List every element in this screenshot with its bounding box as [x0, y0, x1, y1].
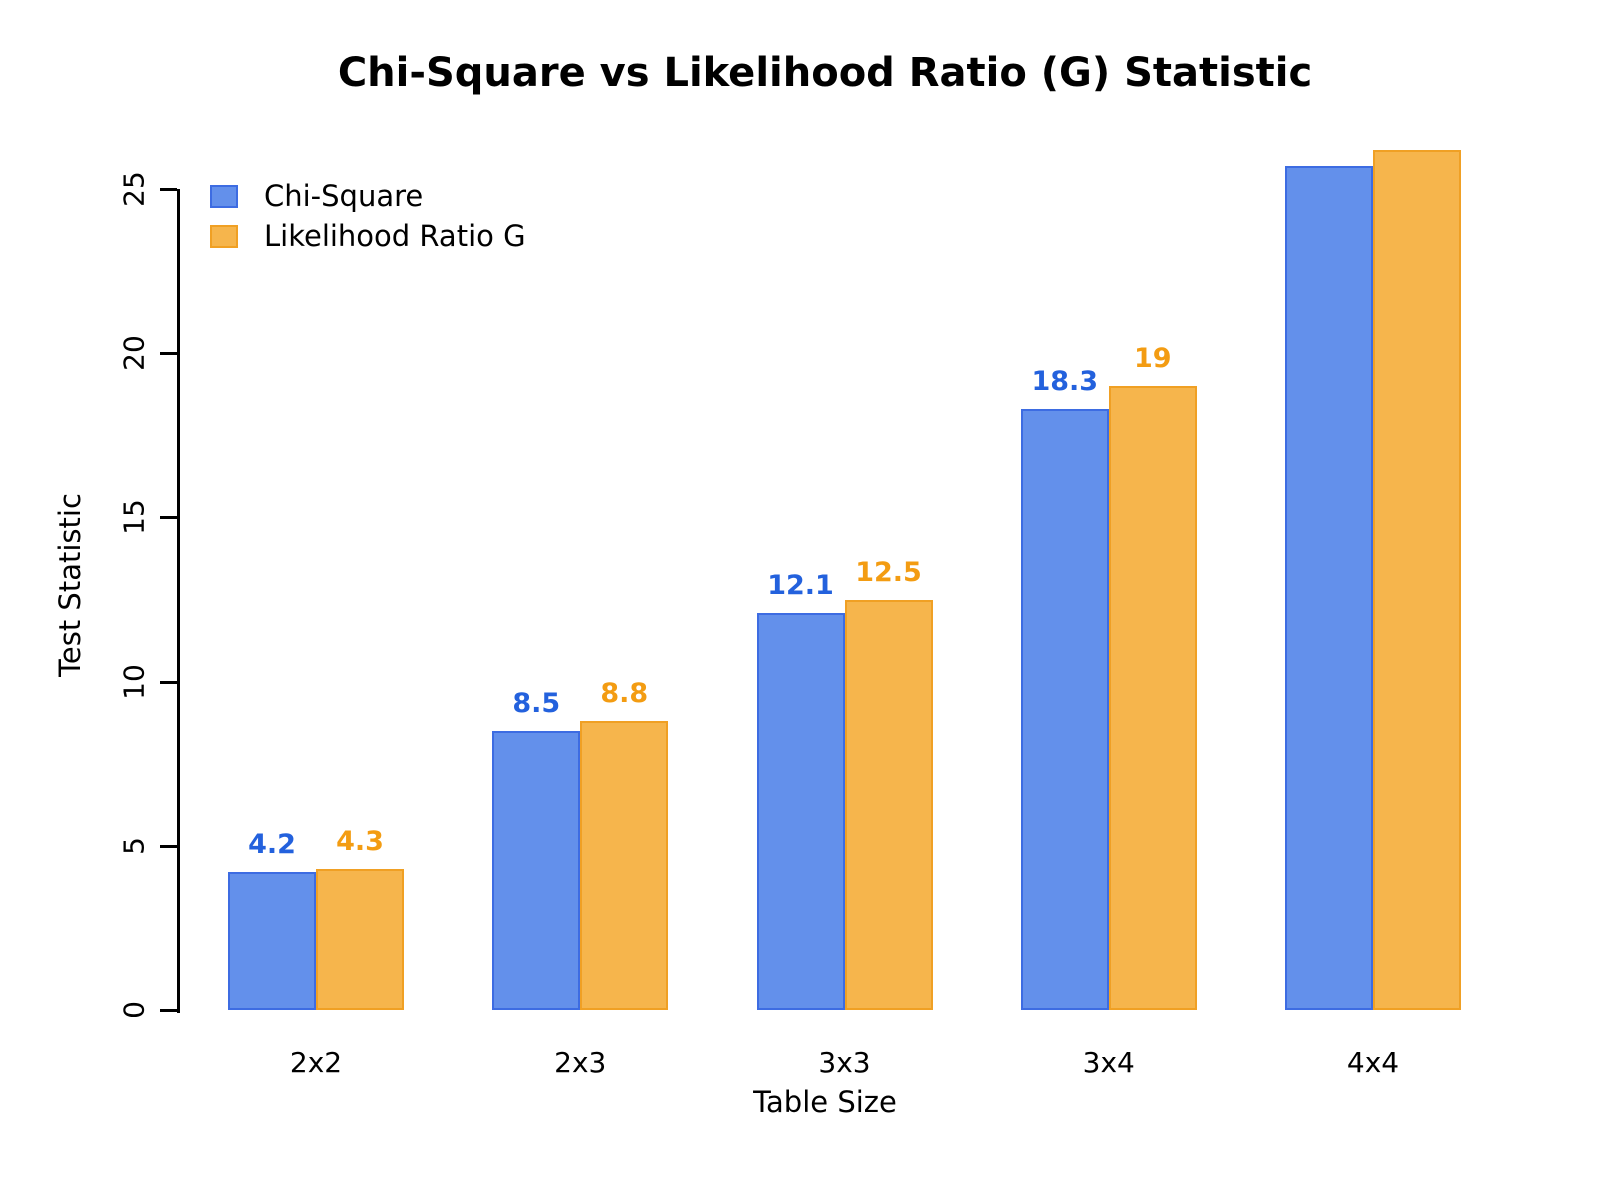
x-label-3x4: 3x4 — [1082, 1046, 1135, 1079]
legend-item-chi-square: Chi-Square — [210, 176, 526, 216]
y-tick-label-5: 5 — [117, 836, 151, 855]
y-tick-15 — [160, 516, 177, 520]
bar-chi-square-3x3 — [756, 612, 845, 1010]
legend-label-chi-square: Chi-Square — [264, 179, 424, 213]
legend-swatch-likelihood-ratio-g — [210, 224, 238, 248]
value-label-likelihood-ratio-g-3x4: 19 — [1133, 343, 1172, 375]
value-label-likelihood-ratio-g-2x3: 8.8 — [600, 678, 649, 709]
x-label-3x3: 3x3 — [818, 1046, 871, 1079]
value-label-likelihood-ratio-g-3x3: 12.5 — [855, 556, 922, 588]
value-label-chi-square-2x2: 4.2 — [248, 829, 296, 861]
value-label-chi-square-3x4: 18.3 — [1031, 366, 1099, 398]
value-label-chi-square-3x3: 12.1 — [767, 569, 834, 601]
bar-likelihood-ratio-g-4x4 — [1373, 149, 1461, 1010]
legend: Chi-Square Likelihood Ratio G — [210, 176, 526, 256]
bar-likelihood-ratio-g-2x2 — [316, 868, 404, 1010]
chart-title: Chi-Square vs Likelihood Ratio (G) Stati… — [337, 50, 1313, 96]
y-tick-5 — [160, 844, 177, 848]
bar-likelihood-ratio-g-2x3 — [580, 721, 669, 1010]
y-tick-10 — [160, 680, 177, 684]
bar-chi-square-4x4 — [1285, 166, 1373, 1010]
value-label-likelihood-ratio-g-2x2: 4.3 — [336, 825, 384, 857]
bar-likelihood-ratio-g-3x3 — [844, 599, 933, 1010]
x-label-4x4: 4x4 — [1346, 1046, 1400, 1079]
legend-swatch-chi-square — [210, 184, 238, 208]
bar-chi-square-2x2 — [228, 872, 316, 1010]
x-label-2x3: 2x3 — [554, 1046, 607, 1079]
value-label-chi-square-2x3: 8.5 — [512, 687, 561, 719]
x-axis-title: Table Size — [753, 1085, 897, 1119]
bar-chi-square-3x4 — [1020, 409, 1109, 1010]
y-tick-label-0: 0 — [117, 1001, 151, 1019]
y-tick-label-20: 20 — [117, 335, 151, 372]
legend-label-likelihood-ratio-g: Likelihood Ratio G — [264, 219, 526, 253]
legend-item-likelihood-ratio-g: Likelihood Ratio G — [210, 216, 526, 256]
y-axis-line — [177, 189, 180, 1013]
x-label-2x2: 2x2 — [289, 1046, 343, 1079]
bar-likelihood-ratio-g-3x4 — [1108, 386, 1197, 1010]
y-tick-0 — [160, 1009, 177, 1012]
y-tick-20 — [160, 352, 177, 356]
y-tick-label-10: 10 — [117, 663, 151, 700]
y-axis-title: Test Statistic — [53, 493, 87, 677]
y-tick-label-15: 15 — [117, 499, 151, 536]
y-tick-label-25: 25 — [117, 171, 151, 207]
bar-chi-square-2x3 — [492, 730, 581, 1010]
y-tick-25 — [160, 188, 177, 191]
